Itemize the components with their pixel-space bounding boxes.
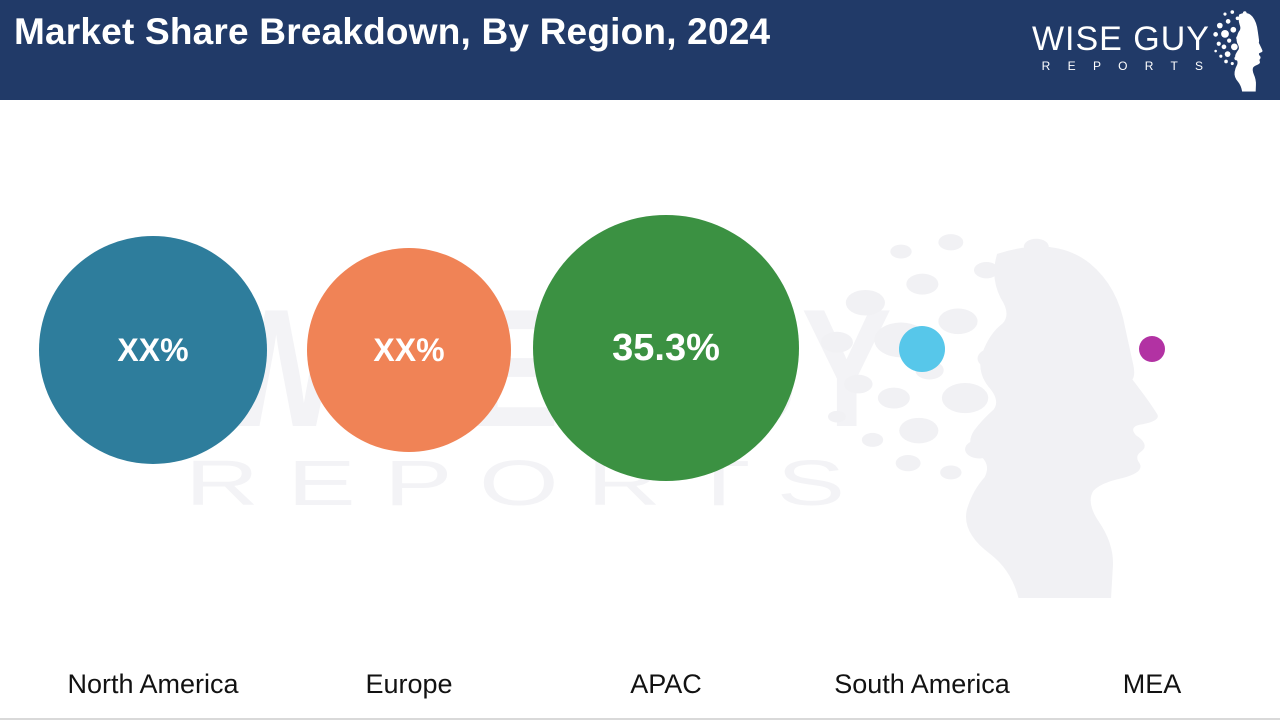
chart-area: WISE GUY R E P O R T S XX%XX%35.3% North… — [0, 100, 1280, 720]
category-label-apac: APAC — [630, 669, 702, 699]
bubble-south-america — [899, 326, 945, 372]
category-label-north-america: North America — [67, 669, 239, 699]
bubble-europe: XX% — [307, 248, 511, 452]
watermark-subtext: R E P O R T S — [185, 447, 845, 519]
bubble-north-america: XX% — [39, 236, 267, 464]
category-label-south-america: South America — [834, 669, 1010, 699]
logo-subtext: R E P O R T S — [1041, 59, 1210, 73]
header-bar: Market Share Breakdown, By Region, 2024 … — [0, 0, 1280, 100]
bubble-apac: 35.3% — [533, 215, 799, 481]
bubble-value-label: XX% — [373, 331, 445, 368]
category-label-mea: MEA — [1122, 669, 1182, 699]
watermark-head-icon — [820, 234, 1158, 598]
bubble-value-label: XX% — [117, 331, 189, 368]
bubble-mea — [1139, 336, 1165, 362]
logo-head-icon — [1212, 8, 1264, 92]
page-title: Market Share Breakdown, By Region, 2024 — [14, 11, 771, 52]
wiseguy-logo: WISE GUY R E P O R T S — [1032, 8, 1264, 92]
logo-wordmark: WISE GUY — [1031, 20, 1210, 58]
category-label-europe: Europe — [365, 669, 453, 699]
bubble-value-label: 35.3% — [612, 326, 720, 369]
